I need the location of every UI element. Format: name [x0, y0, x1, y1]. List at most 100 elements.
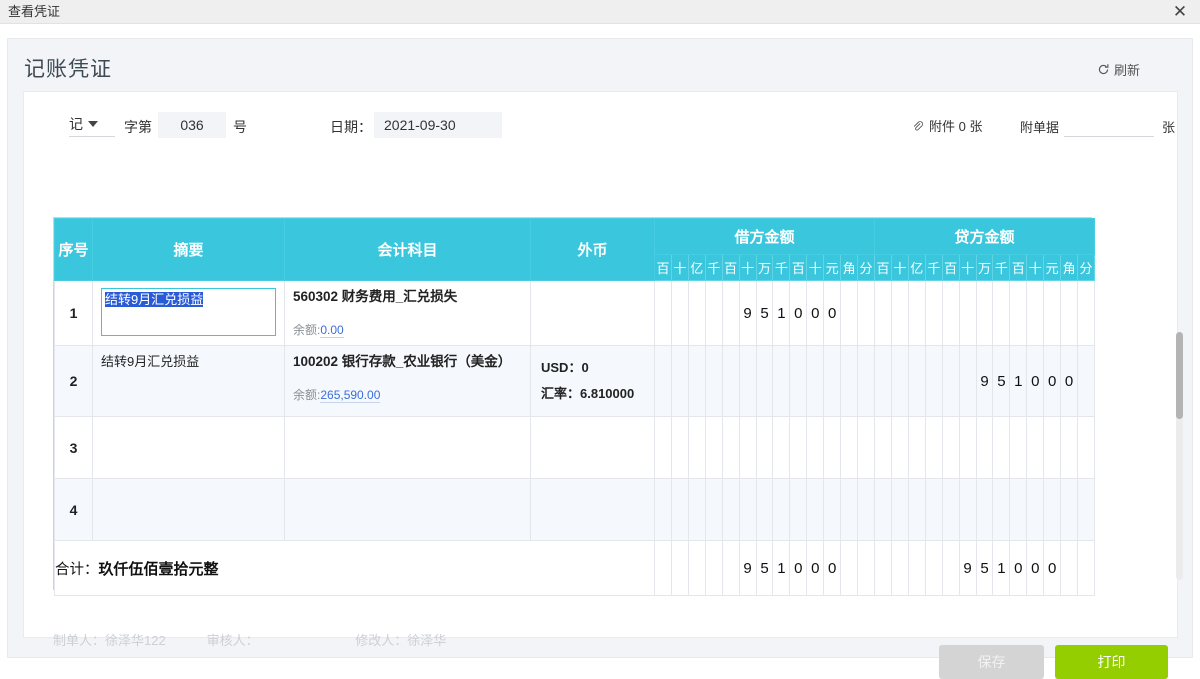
debit-digit-6[interactable]: [755, 345, 774, 417]
debit-digit-3[interactable]: [704, 280, 723, 346]
credit-digit-2[interactable]: [907, 416, 926, 479]
debit-digit-6[interactable]: 5: [755, 280, 774, 346]
credit-digit-0[interactable]: [874, 416, 892, 479]
credit-digit-3[interactable]: [924, 280, 943, 346]
receipts-count-input[interactable]: [1064, 112, 1154, 137]
voucher-number-input[interactable]: [158, 112, 226, 138]
debit-digit-1[interactable]: [670, 280, 689, 346]
debit-digit-4[interactable]: [721, 345, 740, 417]
row-abstract-cell[interactable]: [92, 416, 285, 479]
credit-digit-0[interactable]: [874, 345, 892, 417]
table-row[interactable]: 2 结转9月汇兑损益 100202 银行存款_农业银行（美金） 余额:265,590.…: [54, 345, 1095, 417]
debit-digit-12[interactable]: [857, 345, 875, 417]
credit-digit-3[interactable]: [924, 345, 943, 417]
credit-digit-6[interactable]: [975, 416, 994, 479]
credit-digit-5[interactable]: [958, 345, 977, 417]
debit-digit-5[interactable]: [738, 416, 757, 479]
table-row[interactable]: 1 结转9月汇兑损益 560302 财务费用_汇兑损失 余额:0.00 9 5 1 0 0 0: [54, 280, 1095, 346]
row-currency-cell[interactable]: [530, 280, 655, 346]
credit-digit-2[interactable]: [907, 478, 926, 541]
attachment-button[interactable]: 附件 0 张: [912, 116, 982, 135]
debit-digit-2[interactable]: [687, 280, 706, 346]
credit-digit-1[interactable]: [890, 478, 909, 541]
debit-digit-12[interactable]: [857, 478, 875, 541]
credit-digit-0[interactable]: [874, 478, 892, 541]
debit-digit-0[interactable]: [654, 416, 672, 479]
credit-digit-4[interactable]: [941, 478, 960, 541]
debit-digit-8[interactable]: [789, 345, 808, 417]
credit-digit-5[interactable]: [958, 478, 977, 541]
debit-digit-10[interactable]: [823, 345, 842, 417]
credit-digit-6[interactable]: 9: [975, 345, 994, 417]
print-button[interactable]: 打印: [1055, 645, 1168, 679]
credit-digit-10[interactable]: 0: [1043, 345, 1062, 417]
credit-digit-1[interactable]: [890, 416, 909, 479]
credit-digit-5[interactable]: [958, 280, 977, 346]
credit-digit-7[interactable]: [992, 280, 1011, 346]
table-scrollbar[interactable]: [1176, 332, 1183, 580]
debit-digit-1[interactable]: [670, 345, 689, 417]
credit-digit-1[interactable]: [890, 280, 909, 346]
debit-digit-4[interactable]: [721, 280, 740, 346]
debit-digit-7[interactable]: [772, 345, 791, 417]
save-button[interactable]: 保存: [939, 645, 1044, 679]
credit-digit-8[interactable]: [1009, 416, 1028, 479]
credit-digit-9[interactable]: [1026, 416, 1045, 479]
debit-digit-9[interactable]: [806, 345, 825, 417]
credit-digit-1[interactable]: [890, 345, 909, 417]
close-icon[interactable]: ✕: [1172, 2, 1188, 21]
debit-digit-11[interactable]: [840, 478, 859, 541]
debit-digit-2[interactable]: [687, 478, 706, 541]
debit-digit-4[interactable]: [721, 478, 740, 541]
debit-digit-5[interactable]: 9: [738, 280, 757, 346]
debit-digit-3[interactable]: [704, 416, 723, 479]
credit-digit-10[interactable]: [1043, 416, 1062, 479]
debit-digit-7[interactable]: [772, 416, 791, 479]
debit-digit-2[interactable]: [687, 345, 706, 417]
credit-digit-4[interactable]: [941, 416, 960, 479]
credit-digit-11[interactable]: [1060, 478, 1079, 541]
debit-digit-6[interactable]: [755, 478, 774, 541]
credit-digit-5[interactable]: [958, 416, 977, 479]
credit-digit-9[interactable]: [1026, 478, 1045, 541]
row-currency-cell[interactable]: USD：0 汇率：6.810000: [530, 345, 655, 417]
credit-digit-9[interactable]: [1026, 280, 1045, 346]
debit-digit-11[interactable]: [840, 345, 859, 417]
debit-digit-0[interactable]: [654, 345, 672, 417]
debit-digit-0[interactable]: [654, 478, 672, 541]
table-row[interactable]: 4: [54, 478, 1095, 541]
credit-digit-7[interactable]: [992, 416, 1011, 479]
debit-digit-9[interactable]: 0: [806, 280, 825, 346]
row-account-cell[interactable]: 100202 银行存款_农业银行（美金） 余额:265,590.00: [284, 345, 531, 417]
debit-digit-7[interactable]: 1: [772, 280, 791, 346]
debit-digit-12[interactable]: [857, 280, 875, 346]
row-account-cell[interactable]: 560302 财务费用_汇兑损失 余额:0.00: [284, 280, 531, 346]
debit-digit-3[interactable]: [704, 478, 723, 541]
row-abstract-cell[interactable]: 结转9月汇兑损益: [92, 345, 285, 417]
debit-digit-1[interactable]: [670, 416, 689, 479]
debit-digit-5[interactable]: [738, 478, 757, 541]
scrollbar-thumb[interactable]: [1176, 332, 1183, 419]
credit-digit-4[interactable]: [941, 345, 960, 417]
debit-digit-5[interactable]: [738, 345, 757, 417]
debit-digit-8[interactable]: [789, 416, 808, 479]
credit-digit-4[interactable]: [941, 280, 960, 346]
debit-digit-0[interactable]: [654, 280, 672, 346]
credit-digit-2[interactable]: [907, 280, 926, 346]
credit-digit-8[interactable]: [1009, 280, 1028, 346]
credit-digit-3[interactable]: [924, 416, 943, 479]
debit-digit-12[interactable]: [857, 416, 875, 479]
credit-digit-12[interactable]: [1077, 478, 1095, 541]
credit-digit-3[interactable]: [924, 478, 943, 541]
voucher-kind-select[interactable]: 记: [69, 112, 115, 137]
row-account-cell[interactable]: [284, 416, 531, 479]
row-account-cell[interactable]: [284, 478, 531, 541]
abstract-input[interactable]: 结转9月汇兑损益: [101, 288, 276, 336]
credit-digit-2[interactable]: [907, 345, 926, 417]
credit-digit-11[interactable]: [1060, 280, 1079, 346]
debit-digit-11[interactable]: [840, 416, 859, 479]
row-currency-cell[interactable]: [530, 478, 655, 541]
credit-digit-6[interactable]: [975, 280, 994, 346]
credit-digit-9[interactable]: 0: [1026, 345, 1045, 417]
credit-digit-6[interactable]: [975, 478, 994, 541]
